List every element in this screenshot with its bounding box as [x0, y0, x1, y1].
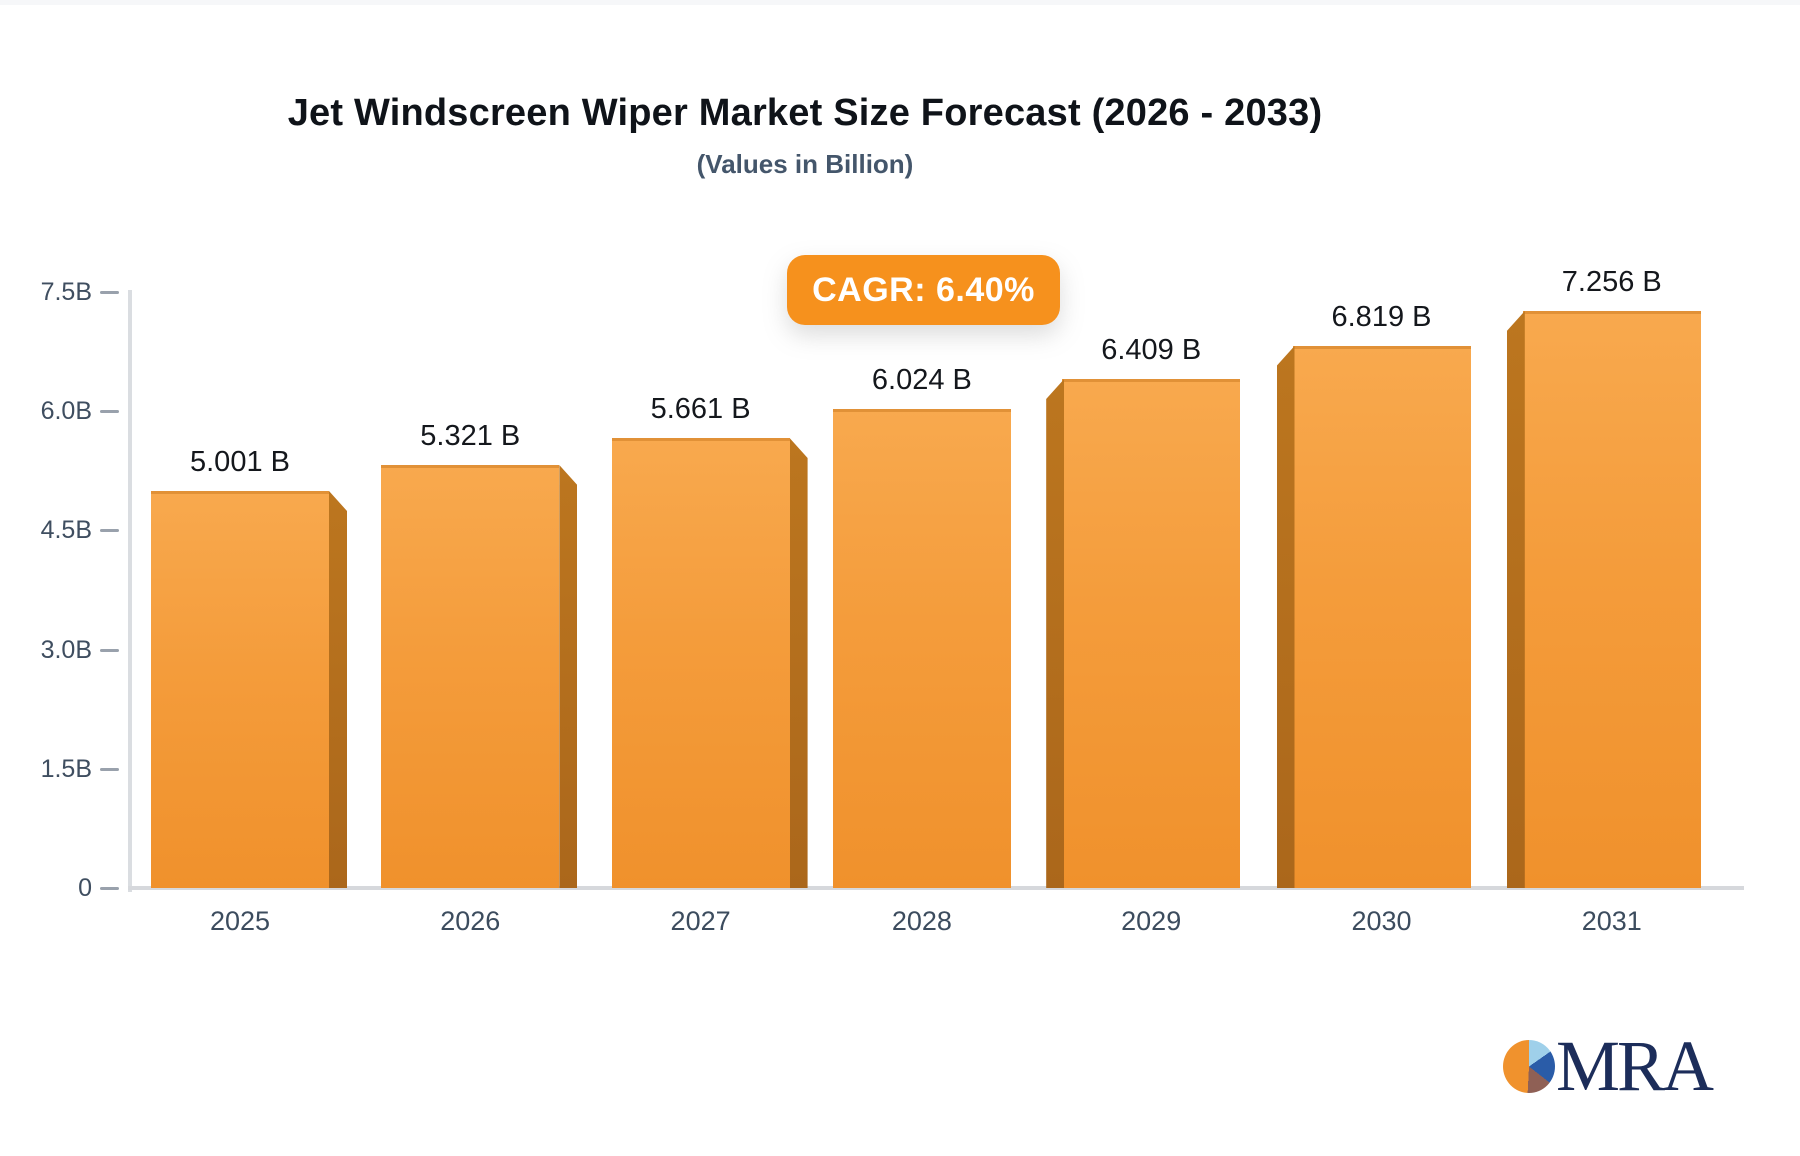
bar-2025 — [151, 491, 329, 888]
top-border-line — [0, 0, 1800, 5]
bar-2026 — [381, 465, 560, 888]
bar-2028 — [832, 409, 1011, 888]
bar-value-label: 5.661 B — [650, 393, 751, 425]
bar-2031-3d-side — [1506, 311, 1525, 888]
brand-logo: MRA — [1503, 1026, 1714, 1106]
bar-2027 — [611, 438, 790, 888]
bar-2026-3d-side — [559, 465, 578, 888]
x-axis-label: 2030 — [1351, 906, 1412, 936]
y-axis-tick-label: 1.5B — [40, 754, 92, 783]
y-axis-line — [128, 290, 132, 892]
chart-title: Jet Windscreen Wiper Market Size Forecas… — [287, 92, 1323, 134]
bar-value-label: 6.819 B — [1331, 301, 1432, 333]
cagr-badge: CAGR: 6.40% — [787, 255, 1060, 325]
bar-2029-3d-side — [1046, 379, 1065, 888]
x-axis-label: 2031 — [1581, 906, 1642, 936]
y-axis-tick-label: 6.0B — [40, 397, 92, 426]
x-axis-label: 2029 — [1121, 906, 1182, 936]
y-axis-tick-label: 4.5B — [40, 516, 92, 545]
bar-2025-3d-side — [329, 491, 347, 888]
y-axis-tick-label: 7.5B — [40, 278, 92, 306]
bar-2029 — [1062, 379, 1241, 888]
bar-value-label: 6.024 B — [871, 364, 972, 396]
y-axis-tick-mark — [100, 410, 119, 414]
y-axis-tick-mark — [100, 291, 119, 294]
title-block: Jet Windscreen Wiper Market Size Forecas… — [0, 92, 1610, 180]
bar-2027-3d-side — [789, 438, 808, 888]
bar-value-label: 7.256 B — [1561, 266, 1662, 298]
x-axis-label: 2025 — [209, 906, 271, 936]
y-axis-tick-mark — [100, 529, 119, 533]
y-axis-tick-label: 3.0B — [40, 635, 92, 664]
y-axis-tick-mark — [100, 887, 119, 890]
x-axis-label: 2027 — [670, 906, 731, 936]
y-axis-tick-mark — [100, 767, 119, 771]
chart-subtitle: (Values in Billion) — [696, 149, 914, 179]
bar-value-label: 5.001 B — [190, 446, 290, 478]
bar-value-label: 6.409 B — [1101, 334, 1202, 366]
y-axis-tick-mark — [100, 648, 119, 652]
cagr-badge-label: CAGR: 6.40% — [812, 270, 1035, 309]
x-axis-label: 2026 — [440, 906, 501, 936]
y-axis-tick-label: 0 — [78, 874, 92, 902]
pie-chart-logo-icon — [1503, 1039, 1555, 1093]
bar-value-label: 5.321 B — [420, 420, 521, 452]
bar-2031 — [1522, 311, 1701, 888]
x-axis-label: 2028 — [891, 906, 952, 936]
x-axis-baseline — [128, 886, 1744, 890]
bar-2030 — [1292, 346, 1471, 888]
brand-logo-text: MRA — [1556, 1026, 1714, 1106]
bar-2030-3d-side — [1276, 346, 1295, 888]
